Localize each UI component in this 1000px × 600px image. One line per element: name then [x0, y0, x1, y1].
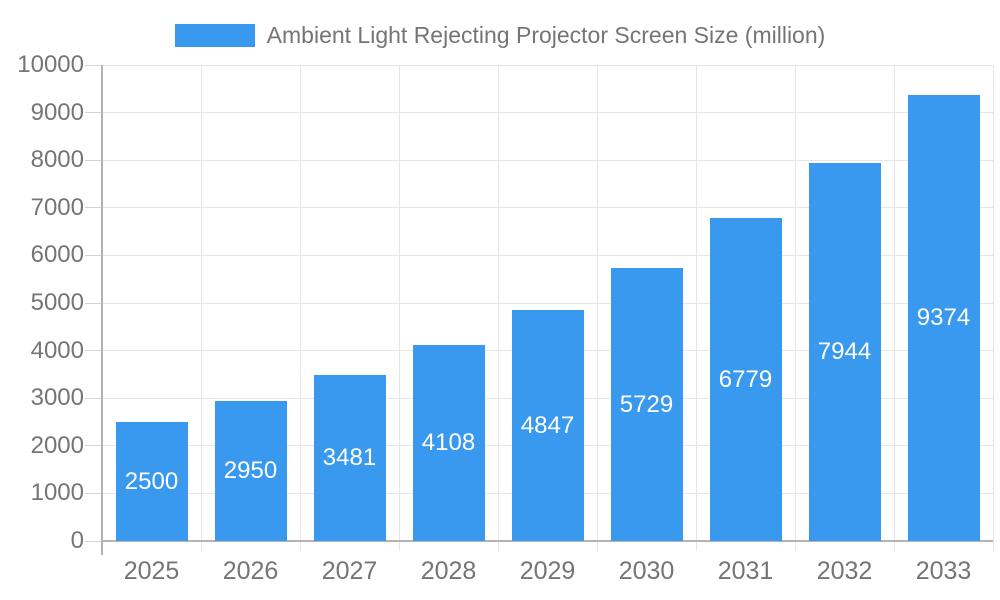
x-tick-label: 2032 — [816, 557, 873, 585]
x-tick-label: 2029 — [519, 557, 576, 585]
x-tick-label: 2031 — [717, 557, 774, 585]
v-gridline — [299, 65, 301, 551]
h-gridline — [102, 159, 993, 161]
bar: 2500 — [115, 422, 188, 541]
bar-value-label: 9374 — [916, 303, 971, 331]
y-tick-label: 1000 — [30, 479, 84, 507]
legend-swatch-icon — [174, 24, 255, 47]
y-axis-tick — [85, 492, 102, 494]
x-tick-label: 2027 — [321, 557, 378, 585]
y-tick-label: 0 — [70, 527, 84, 554]
y-axis-tick — [85, 540, 102, 542]
bar-value-label: 2950 — [223, 456, 278, 484]
h-gridline — [102, 254, 993, 256]
x-tick-label: 2030 — [618, 557, 675, 585]
v-gridline — [200, 65, 202, 551]
y-axis-tick — [85, 302, 102, 304]
y-tick-label: 7000 — [30, 193, 84, 221]
bar: 5729 — [610, 268, 683, 541]
y-tick-label: 4000 — [30, 336, 84, 364]
bar: 9374 — [907, 94, 980, 541]
y-tick-label: 3000 — [30, 384, 84, 412]
y-axis-tick — [85, 254, 102, 256]
bar-value-label: 5729 — [619, 390, 674, 418]
y-axis-tick — [85, 159, 102, 161]
bar: 4108 — [412, 345, 485, 541]
v-gridline — [596, 65, 598, 551]
v-gridline — [794, 65, 796, 551]
bar: 6779 — [709, 218, 782, 541]
x-tick-label: 2028 — [420, 557, 477, 585]
bar: 3481 — [313, 375, 386, 541]
y-tick-label: 10000 — [17, 51, 84, 78]
y-axis-tick — [85, 350, 102, 352]
bar: 2950 — [214, 400, 287, 541]
h-gridline — [102, 112, 993, 114]
v-gridline — [497, 65, 499, 551]
plot-area: 0 1000 2000 3000 4000 5000 6000 7000 8000 9000 100… — [17, 51, 994, 585]
y-tick-label: 2000 — [30, 431, 84, 459]
bar-value-label: 3481 — [322, 444, 377, 472]
y-tick-label: 8000 — [30, 146, 84, 174]
y-axis-tick — [85, 207, 102, 209]
y-tick-label: 6000 — [30, 241, 84, 269]
x-tick-label: 2025 — [123, 557, 180, 585]
y-axis-tick — [85, 64, 102, 66]
bar-value-label: 7944 — [817, 337, 872, 365]
y-axis-line — [101, 65, 103, 555]
y-tick-label: 9000 — [30, 98, 84, 126]
v-gridline — [893, 65, 895, 551]
y-tick-label: 5000 — [30, 289, 84, 316]
legend-label: Ambient Light Rejecting Projector Screen… — [266, 22, 826, 48]
bar-value-label: 4108 — [421, 429, 476, 457]
bar-value-label: 6779 — [718, 365, 773, 393]
bar: 7944 — [808, 162, 881, 541]
h-gridline — [102, 302, 993, 304]
h-gridline — [102, 64, 993, 66]
v-gridline — [695, 65, 697, 551]
v-gridline — [992, 65, 994, 551]
h-gridline — [102, 207, 993, 209]
y-axis-tick — [85, 397, 102, 399]
x-tick-label: 2033 — [915, 557, 972, 585]
x-tick-label: 2026 — [222, 557, 279, 585]
y-axis-tick — [85, 445, 102, 447]
x-axis-line — [102, 540, 993, 542]
bar: 4847 — [511, 310, 584, 541]
bar-value-label: 4847 — [520, 411, 575, 439]
legend[interactable]: Ambient Light Rejecting Projector Screen… — [0, 22, 1000, 49]
v-gridline — [398, 65, 400, 551]
bar-value-label: 2500 — [124, 467, 179, 495]
y-axis-tick — [85, 112, 102, 114]
